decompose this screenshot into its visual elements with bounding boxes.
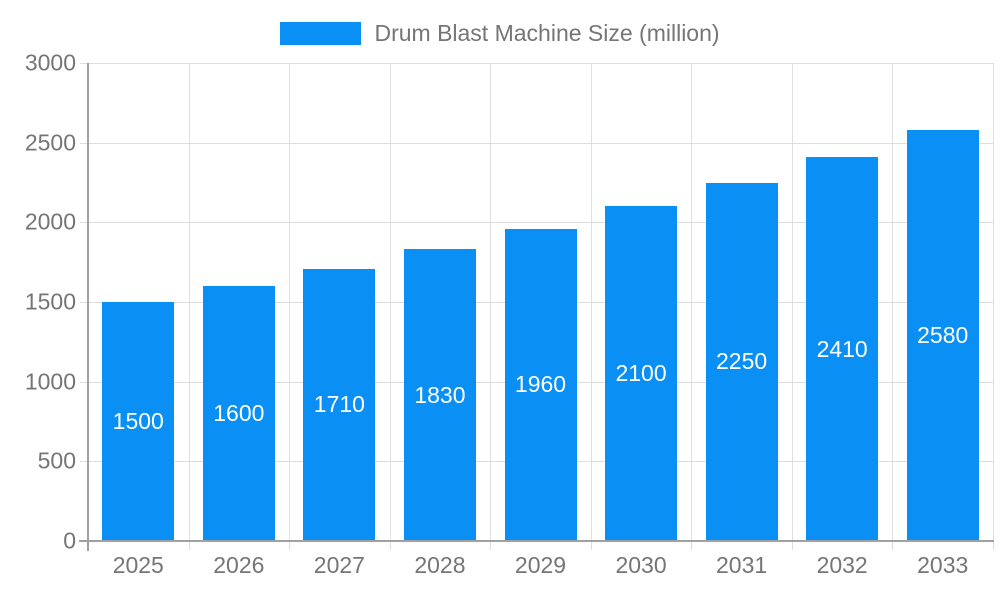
x-axis-tick-label: 2033 bbox=[917, 552, 969, 578]
x-axis-tick bbox=[389, 541, 391, 550]
plot-area: 0 500 1000 1500 2000 2500 3000 2025 2026 2027 2028… bbox=[25, 51, 994, 577]
x-axis-line bbox=[79, 540, 994, 542]
category-gridline bbox=[590, 63, 592, 541]
bar-value-label: 1600 bbox=[213, 400, 265, 427]
bar[interactable]: 1500 bbox=[102, 302, 175, 541]
x-axis-tick-label: 2025 bbox=[112, 552, 164, 578]
y-axis-tick bbox=[80, 142, 88, 144]
category-gridline bbox=[188, 63, 190, 541]
bar[interactable]: 2100 bbox=[605, 206, 678, 541]
category-gridline bbox=[993, 63, 994, 541]
x-axis-tick bbox=[289, 541, 291, 550]
y-axis-tick-label: 2000 bbox=[24, 208, 76, 235]
x-axis-tick bbox=[691, 541, 693, 550]
y-axis-tick-label: 1500 bbox=[24, 288, 76, 315]
y-gridline bbox=[88, 142, 993, 144]
bar[interactable]: 2410 bbox=[806, 157, 879, 541]
legend-label: Drum Blast Machine Size (million) bbox=[374, 20, 720, 46]
x-axis-tick bbox=[490, 541, 492, 550]
y-gridline bbox=[88, 222, 993, 224]
bar-value-label: 2100 bbox=[615, 360, 667, 387]
y-axis-tick bbox=[80, 461, 88, 463]
bar-value-label: 1960 bbox=[514, 371, 567, 398]
x-axis-tick bbox=[993, 541, 994, 550]
category-gridline bbox=[389, 63, 391, 541]
y-axis-tick bbox=[80, 222, 88, 224]
x-axis-tick bbox=[590, 541, 592, 550]
category-gridline bbox=[791, 63, 793, 541]
y-axis-line bbox=[87, 63, 89, 551]
x-axis-tick-label: 2031 bbox=[716, 552, 768, 578]
bar[interactable]: 1960 bbox=[504, 228, 577, 541]
y-axis-tick-label: 0 bbox=[63, 527, 76, 554]
bar-value-label: 2580 bbox=[917, 321, 969, 348]
y-axis-tick-label: 500 bbox=[37, 447, 76, 474]
bar[interactable]: 1710 bbox=[303, 268, 376, 541]
legend[interactable]: Drum Blast Machine Size (million) bbox=[0, 20, 1000, 47]
x-axis-tick-label: 2027 bbox=[313, 552, 365, 578]
category-gridline bbox=[691, 63, 693, 541]
x-axis-tick bbox=[791, 541, 793, 550]
x-axis-tick-label: 2029 bbox=[514, 552, 567, 578]
y-axis-tick bbox=[80, 381, 88, 383]
y-axis-tick bbox=[80, 63, 88, 64]
category-gridline bbox=[490, 63, 492, 541]
x-axis-tick bbox=[188, 541, 190, 550]
x-axis-tick bbox=[892, 541, 894, 550]
bar[interactable]: 1600 bbox=[202, 286, 275, 541]
bar-value-label: 2250 bbox=[716, 348, 768, 375]
y-gridline bbox=[88, 63, 993, 64]
x-axis-tick-label: 2032 bbox=[816, 552, 868, 578]
x-axis-tick-label: 2028 bbox=[414, 552, 466, 578]
bar[interactable]: 2250 bbox=[705, 182, 778, 541]
y-axis-tick-label: 1000 bbox=[24, 368, 76, 395]
x-axis-tick-label: 2026 bbox=[213, 552, 265, 578]
bar[interactable]: 2580 bbox=[906, 129, 979, 541]
x-axis-tick-label: 2030 bbox=[615, 552, 667, 578]
bar[interactable]: 1830 bbox=[403, 249, 476, 541]
y-axis-tick-label: 3000 bbox=[24, 49, 76, 76]
category-gridline bbox=[289, 63, 291, 541]
bar-value-label: 2410 bbox=[816, 335, 868, 362]
legend-swatch-icon bbox=[280, 22, 362, 45]
category-gridline bbox=[892, 63, 894, 541]
bar-value-label: 1830 bbox=[414, 381, 466, 408]
y-axis-tick-label: 2500 bbox=[24, 129, 76, 156]
bar-value-label: 1710 bbox=[313, 391, 365, 418]
bar-value-label: 1500 bbox=[112, 408, 164, 434]
y-axis-tick bbox=[80, 302, 88, 303]
